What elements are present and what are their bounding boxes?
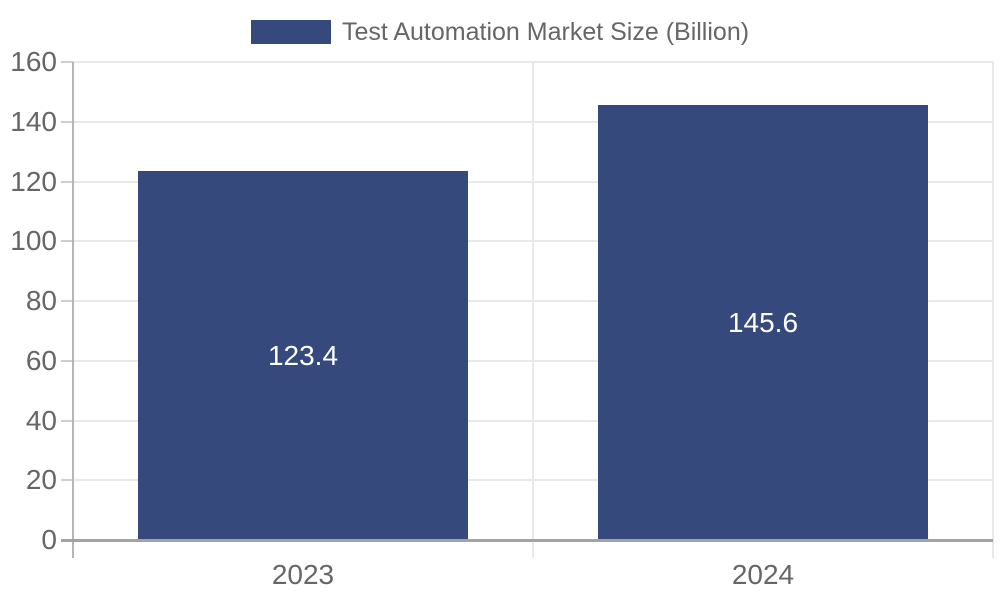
legend-label: Test Automation Market Size (Billion) — [341, 18, 750, 46]
y-tick — [61, 120, 73, 123]
y-tick-label: 0 — [41, 524, 57, 555]
x-tick-label: 2023 — [271, 559, 335, 590]
y-tick — [61, 240, 73, 243]
legend-swatch — [250, 20, 331, 44]
y-tick-label: 160 — [10, 46, 57, 77]
y-axis-line — [72, 62, 74, 558]
y-tick — [61, 180, 73, 183]
y-tick-label: 20 — [25, 464, 57, 496]
y-tick — [61, 300, 73, 302]
y-tick-label: 120 — [10, 165, 57, 197]
x-tick-label: 2024 — [731, 559, 795, 590]
bar[interactable] — [598, 105, 928, 540]
x-axis-line — [61, 539, 993, 542]
y-tick-label: 140 — [10, 105, 57, 137]
y-tick-label: 60 — [25, 344, 57, 376]
y-tick — [61, 419, 73, 422]
x-boundary-gridline — [532, 62, 534, 558]
legend[interactable]: Test Automation Market Size (Billion) — [0, 18, 1000, 46]
y-tick — [61, 61, 73, 63]
bar-value-label: 145.6 — [727, 306, 799, 338]
x-boundary-gridline — [992, 62, 994, 558]
y-tick — [61, 359, 73, 362]
y-tick-label: 80 — [25, 285, 57, 316]
bar[interactable] — [138, 171, 468, 540]
bar-value-label: 123.4 — [267, 339, 339, 371]
y-tick-label: 40 — [25, 404, 57, 436]
y-tick — [61, 479, 73, 482]
y-tick-label: 100 — [10, 225, 57, 257]
